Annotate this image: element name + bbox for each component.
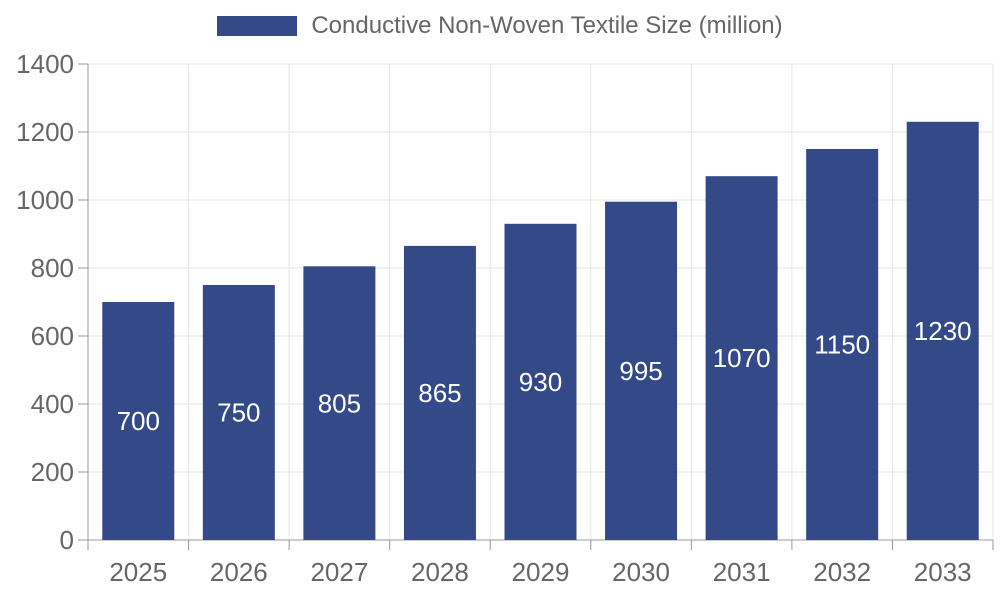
- x-tick-label: 2033: [914, 557, 972, 587]
- legend-item[interactable]: Conductive Non-Woven Textile Size (milli…: [0, 12, 1000, 40]
- bar-value-label: 865: [418, 378, 461, 408]
- bar-2025[interactable]: [102, 302, 175, 540]
- bar-value-label: 995: [619, 356, 662, 386]
- bar-2028[interactable]: [403, 245, 476, 540]
- bar-2032[interactable]: [806, 149, 879, 540]
- y-tick-label: 1000: [16, 185, 74, 215]
- y-tick-label: 400: [31, 389, 74, 419]
- x-tick-label: 2026: [210, 557, 268, 587]
- y-tick-label: 1400: [16, 49, 74, 79]
- y-tick-label: 600: [31, 321, 74, 351]
- y-tick-label: 200: [31, 457, 74, 487]
- bar-2029[interactable]: [504, 223, 577, 541]
- bar-value-label: 930: [519, 367, 562, 397]
- bar-value-label: 1150: [814, 330, 870, 360]
- x-tick-label: 2032: [813, 557, 871, 587]
- legend-swatch: [217, 16, 298, 36]
- bar-value-label: 805: [318, 388, 361, 418]
- y-tick-label: 800: [31, 253, 74, 283]
- y-tick-label: 0: [60, 525, 74, 555]
- bar-2030[interactable]: [605, 201, 678, 540]
- bar-value-label: 750: [217, 398, 260, 428]
- bar-2026[interactable]: [202, 285, 275, 540]
- x-tick-label: 2028: [411, 557, 469, 587]
- legend-label: Conductive Non-Woven Textile Size (milli…: [311, 12, 783, 39]
- bar-2027[interactable]: [303, 266, 376, 540]
- x-tick-label: 2029: [512, 557, 570, 587]
- bar-2033[interactable]: [906, 121, 979, 541]
- bar-value-label: 700: [117, 406, 160, 436]
- bar-value-label: 1230: [914, 316, 972, 346]
- bar-value-label: 1070: [713, 343, 771, 373]
- x-tick-label: 2027: [310, 557, 368, 587]
- x-tick-label: 2030: [612, 557, 670, 587]
- x-tick-label: 2031: [713, 557, 771, 587]
- x-tick-label: 2025: [109, 557, 167, 587]
- y-tick-label: 1200: [16, 117, 74, 147]
- bar-2031[interactable]: [705, 176, 778, 540]
